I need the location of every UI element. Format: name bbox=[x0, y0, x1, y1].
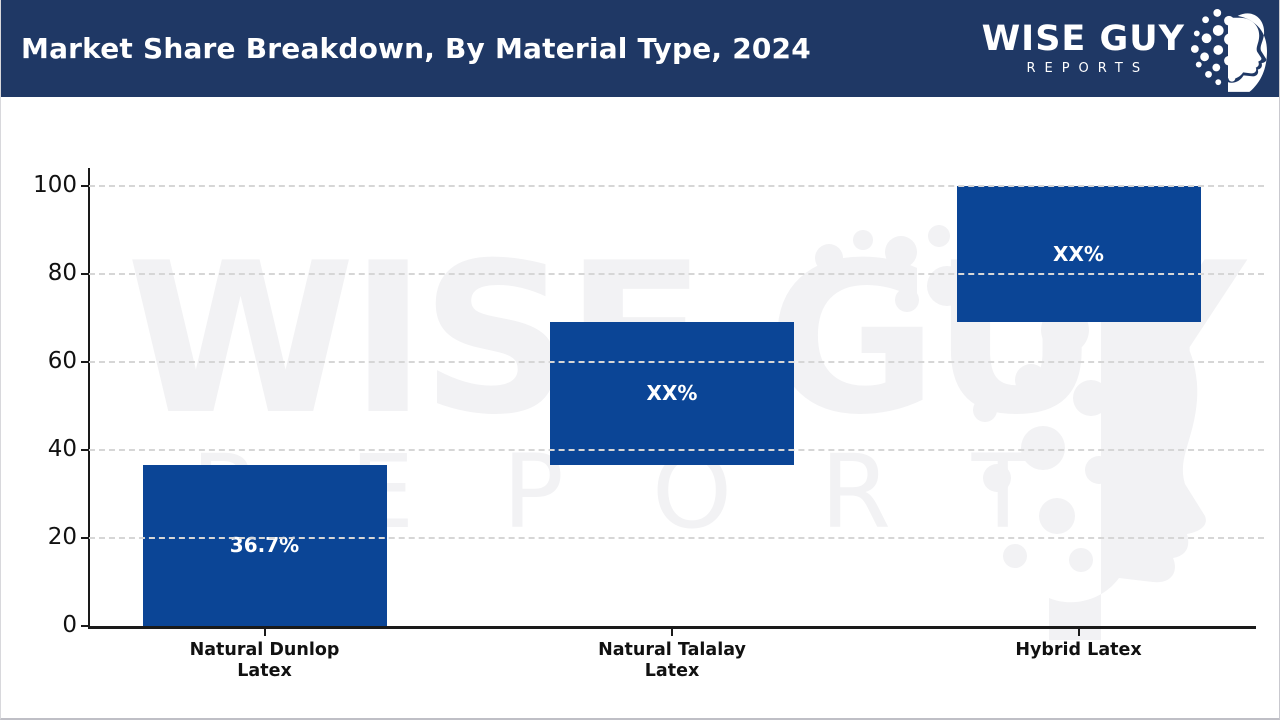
bar-value-label: XX% bbox=[646, 381, 698, 406]
logo-text: WISE GUY REPORTS bbox=[981, 18, 1185, 76]
x-tick-2 bbox=[671, 629, 673, 636]
category-label-line: Latex bbox=[644, 661, 700, 681]
x-tick-3 bbox=[1077, 629, 1080, 636]
x-tick-1 bbox=[263, 629, 266, 636]
page-title: Market Share Breakdown, By Material Type… bbox=[21, 32, 811, 65]
gridline-100 bbox=[89, 185, 1264, 187]
y-tick-label-80: 80 bbox=[47, 260, 77, 286]
category-label-hybrid-latex: Hybrid Latex bbox=[919, 640, 1239, 661]
y-tick-label-40: 40 bbox=[47, 436, 77, 462]
y-tick-20 bbox=[81, 537, 89, 539]
gridline-60 bbox=[89, 361, 1264, 363]
wise-guy-reports-logo: WISE GUY REPORTS bbox=[981, 6, 1279, 92]
y-tick-60 bbox=[81, 361, 89, 363]
y-tick-label-0: 0 bbox=[62, 612, 77, 638]
category-label-natural-talalay-latex: Natural Talalay Latex bbox=[512, 640, 832, 682]
y-tick-0 bbox=[81, 625, 89, 627]
category-label-line: Latex bbox=[237, 661, 292, 681]
gridline-20 bbox=[89, 537, 1264, 539]
y-tick-40 bbox=[81, 449, 89, 451]
y-tick-80 bbox=[81, 273, 89, 275]
bar-natural-dunlop-latex: 36.7% bbox=[142, 464, 387, 626]
x-axis-line bbox=[88, 626, 1256, 629]
logo-subtext: REPORTS bbox=[1026, 60, 1150, 76]
y-tick-100 bbox=[81, 185, 89, 187]
y-tick-label-100: 100 bbox=[33, 172, 77, 198]
bar-natural-talalay-latex: XX% bbox=[550, 321, 794, 465]
bar-hybrid-latex: XX% bbox=[956, 186, 1201, 322]
y-tick-label-20: 20 bbox=[47, 524, 77, 550]
header-bar: Market Share Breakdown, By Material Type… bbox=[1, 0, 1279, 97]
y-axis-line bbox=[88, 168, 90, 628]
category-label-line: Natural Dunlop bbox=[189, 640, 340, 660]
category-label-line: Natural Talalay bbox=[598, 640, 746, 660]
category-label-line: Hybrid Latex bbox=[1015, 640, 1142, 660]
gridline-40 bbox=[89, 449, 1264, 451]
category-label-natural-dunlop-latex: Natural Dunlop Latex bbox=[105, 640, 425, 682]
bar-value-label: XX% bbox=[1053, 241, 1104, 266]
logo-face-icon bbox=[1190, 8, 1267, 92]
logo-wordmark: WISE GUY bbox=[981, 18, 1185, 59]
y-tick-label-60: 60 bbox=[47, 348, 77, 374]
gridline-80 bbox=[89, 273, 1264, 275]
